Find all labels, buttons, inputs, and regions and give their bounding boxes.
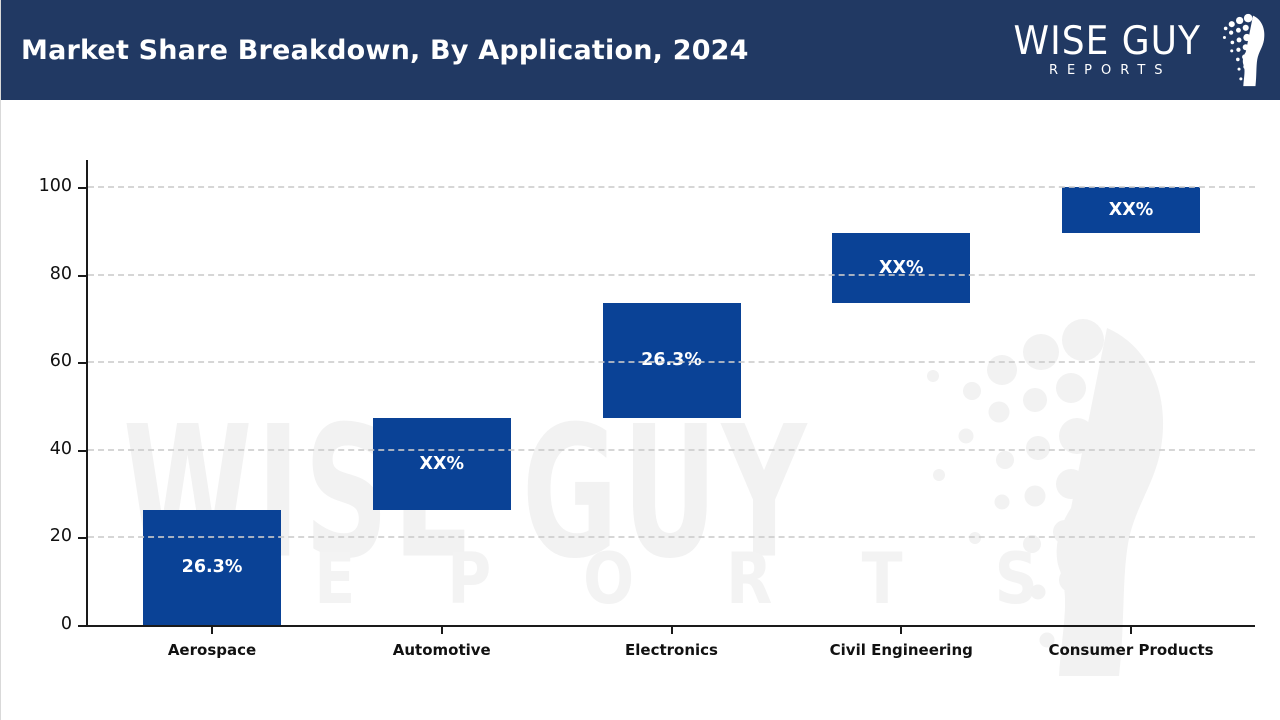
chart-area: WISE GUY REPORTS 26.3% XX% 26.3% XX% XX% 0 20 4… — [1, 100, 1280, 720]
logo-wordmark: WISE GUY REPORTS — [1013, 18, 1202, 78]
x-axis-line — [86, 625, 1255, 627]
y-tick — [78, 274, 86, 277]
y-tick — [78, 449, 86, 452]
y-tick-label: 60 — [49, 351, 72, 372]
bar-aerospace[interactable]: 26.3% — [143, 509, 281, 625]
watermark-face-icon — [927, 319, 1164, 676]
x-tick — [440, 627, 443, 634]
y-tick-label: 20 — [49, 526, 72, 547]
logo-line1: WISE GUY — [1013, 18, 1201, 64]
dotted-face-icon — [1222, 13, 1265, 87]
x-category-label: Automotive — [392, 641, 491, 659]
header: Market Share Breakdown, By Application, … — [1, 0, 1280, 100]
bar-value-label: XX% — [1108, 199, 1154, 220]
bar-automotive[interactable]: XX% — [372, 417, 511, 510]
y-tick — [78, 362, 86, 365]
x-category-label: Aerospace — [167, 641, 257, 659]
bar-electronics[interactable]: 26.3% — [602, 302, 741, 418]
page-title: Market Share Breakdown, By Application, … — [21, 34, 749, 66]
gridline-20 — [88, 536, 1255, 539]
logo-line2: REPORTS — [1048, 62, 1172, 78]
gridline-60 — [88, 361, 1255, 364]
y-tick — [78, 625, 86, 627]
x-tick — [211, 627, 213, 634]
bar-civil-engineering[interactable]: XX% — [832, 232, 971, 303]
y-axis-line — [86, 160, 88, 627]
y-tick — [78, 187, 86, 189]
gridline-100 — [88, 186, 1255, 188]
x-tick — [900, 627, 903, 634]
bar-value-label: 26.3% — [641, 350, 702, 371]
x-tick — [670, 627, 673, 634]
y-tick — [78, 537, 86, 540]
bar-value-label: XX% — [419, 453, 465, 474]
gridline-40 — [88, 448, 1255, 451]
y-tick-label: 100 — [38, 176, 72, 196]
x-category-label: Electronics — [625, 641, 718, 659]
y-tick-label: 80 — [49, 263, 72, 284]
bar-value-label: 26.3% — [181, 557, 243, 578]
watermark-subtext: REPORTS — [176, 538, 1130, 621]
y-tick-label: 40 — [49, 438, 72, 459]
x-category-label: Consumer Products — [1048, 641, 1214, 659]
bar-consumer-products[interactable]: XX% — [1062, 187, 1200, 233]
gridline-80 — [88, 273, 1255, 276]
x-category-label: Civil Engineering — [829, 641, 973, 659]
brand-logo: WISE GUY REPORTS — [1014, 12, 1268, 88]
bar-value-label: XX% — [878, 257, 924, 278]
y-tick-label: 0 — [60, 614, 72, 634]
x-tick — [1130, 627, 1132, 634]
